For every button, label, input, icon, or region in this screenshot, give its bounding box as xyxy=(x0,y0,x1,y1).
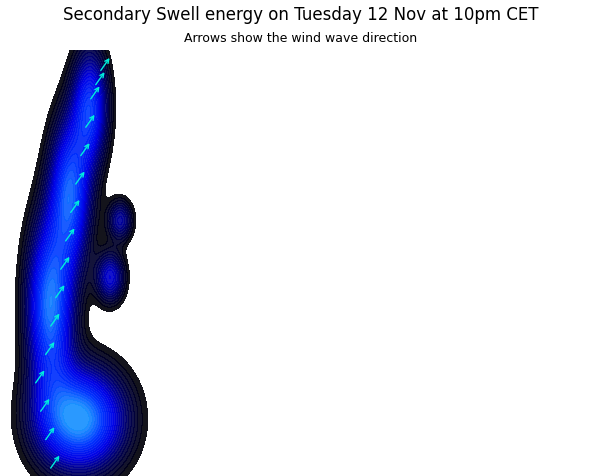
Text: Secondary Swell energy on Tuesday 12 Nov at 10pm CET: Secondary Swell energy on Tuesday 12 Nov… xyxy=(63,6,538,24)
Text: Arrows show the wind wave direction: Arrows show the wind wave direction xyxy=(184,32,417,46)
